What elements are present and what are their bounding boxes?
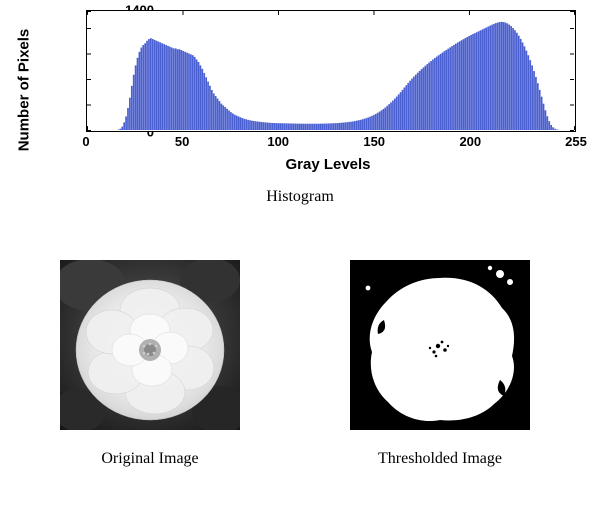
xtick-100: 100: [267, 134, 289, 149]
figure: Number of Pixels 0 300 600 900 1200 1400…: [0, 0, 600, 510]
histogram-xlabel: Gray Levels: [285, 156, 370, 173]
histogram-caption: Histogram: [266, 188, 334, 206]
xtick-255: 255: [565, 134, 587, 149]
xtick-50: 50: [175, 134, 189, 149]
flower-binary-icon: [350, 260, 530, 430]
xtick-0: 0: [82, 134, 89, 149]
original-caption: Original Image: [101, 450, 198, 468]
xtick-150: 150: [363, 134, 385, 149]
thresholded-image: [350, 260, 530, 430]
thresholded-caption: Thresholded Image: [378, 450, 502, 468]
histogram-ylabel: Number of Pixels: [16, 29, 33, 152]
flower-grayscale-icon: [60, 260, 240, 430]
original-image: [60, 260, 240, 430]
xtick-200: 200: [459, 134, 481, 149]
histogram-bars: [87, 11, 575, 131]
histogram-panel: Number of Pixels 0 300 600 900 1200 1400…: [30, 6, 590, 174]
histogram-plot: [86, 10, 576, 132]
